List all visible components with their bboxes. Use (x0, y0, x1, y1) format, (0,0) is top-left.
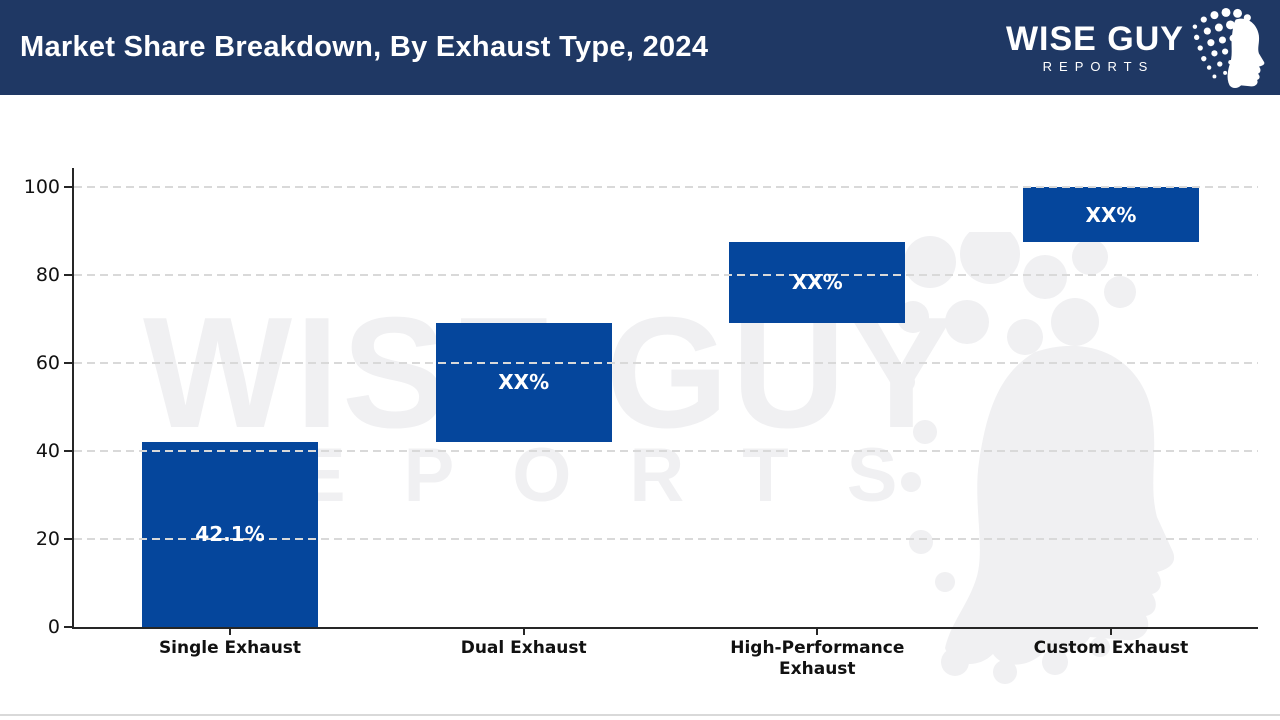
gridline (74, 274, 1258, 276)
x-tick-mark (1110, 629, 1112, 635)
bar (729, 242, 906, 323)
gridline (74, 362, 1258, 364)
x-axis-line (72, 627, 1258, 629)
gridline (74, 538, 1258, 540)
y-tick-mark (64, 186, 72, 188)
dotted-head-icon (1192, 7, 1265, 88)
y-tick-label: 40 (35, 440, 60, 462)
x-tick-mark (816, 629, 819, 635)
x-tick-mark (229, 629, 231, 635)
brand-logo: WISE GUY REPORTS (1006, 7, 1266, 89)
y-tick-label: 60 (35, 352, 60, 374)
y-tick-mark (64, 626, 72, 628)
page-title: Market Share Breakdown, By Exhaust Type,… (20, 31, 709, 63)
bar (435, 322, 612, 442)
y-tick-mark (64, 274, 72, 276)
y-tick-label: 80 (35, 264, 60, 286)
y-axis-line (72, 168, 74, 629)
category-label: Single Exhaust (158, 638, 302, 658)
watermark-dotted-head (895, 232, 1175, 684)
y-tick-label: 0 (47, 616, 60, 638)
brand-subname: REPORTS (1042, 58, 1155, 74)
y-tick-mark (64, 362, 72, 364)
bar-value-label: XX% (1085, 202, 1137, 227)
category-label: Custom Exhaust (1033, 638, 1189, 658)
header: Market Share Breakdown, By Exhaust Type,… (0, 0, 1280, 95)
bar-value-label: XX% (791, 270, 843, 295)
bottom-divider (0, 714, 1280, 716)
bar (1023, 187, 1199, 242)
y-tick-label: 20 (35, 528, 60, 550)
bar-value-label: XX% (498, 370, 550, 395)
y-tick-label: 100 (23, 176, 60, 198)
category-label: High-Performance Exhaust (730, 638, 905, 679)
gridline (74, 450, 1258, 452)
bar (142, 441, 318, 627)
brand-logo-text: WISE GUY REPORTS (1006, 22, 1184, 74)
gridline (74, 186, 1258, 188)
y-tick-mark (64, 450, 72, 452)
y-tick-mark (64, 538, 72, 540)
bar-value-label: 42.1% (195, 522, 265, 547)
brand-name: WISE GUY (1005, 19, 1184, 58)
x-tick-mark (522, 629, 525, 635)
category-label: Dual Exhaust (460, 638, 587, 658)
